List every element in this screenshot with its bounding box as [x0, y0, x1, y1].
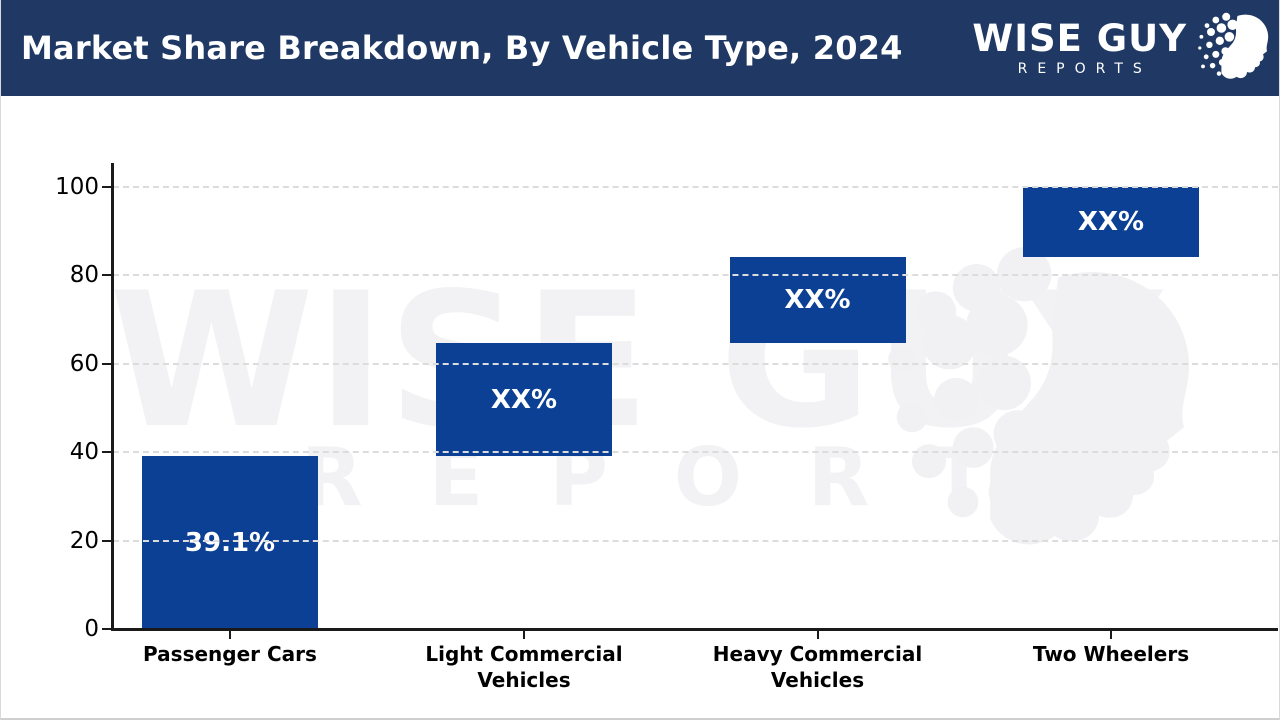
- y-tick-label: 80: [69, 262, 99, 289]
- y-tick: [102, 274, 111, 277]
- x-tick: [523, 631, 525, 639]
- y-tick-label: 20: [69, 527, 99, 554]
- page-title: Market Share Breakdown, By Vehicle Type,…: [21, 29, 903, 67]
- y-tick: [102, 186, 111, 188]
- x-category-label: Light Commercial Vehicles: [425, 642, 623, 693]
- bar-value-label: 39.1%: [184, 527, 276, 558]
- x-category-label: Heavy Commercial Vehicles: [712, 642, 923, 693]
- x-axis-spine: [111, 628, 1278, 631]
- x-category-label: Two Wheelers: [1032, 642, 1190, 666]
- y-tick-label: 0: [84, 616, 99, 642]
- logo-head-icon: [1198, 12, 1269, 79]
- y-axis-spine: [111, 163, 114, 631]
- bar-value-label: XX%: [1077, 207, 1145, 238]
- brand-logo: WISE GUY REPORTS: [972, 6, 1271, 90]
- bar-two-wheelers: XX%: [1023, 187, 1199, 258]
- y-tick-label: 60: [69, 350, 99, 377]
- x-tick: [816, 631, 819, 639]
- bar-value-label: XX%: [784, 285, 851, 316]
- y-tick: [102, 362, 111, 365]
- gridline: [113, 451, 1278, 454]
- bar-value-label: XX%: [490, 384, 558, 415]
- x-tick: [229, 631, 231, 639]
- header-bar: Market Share Breakdown, By Vehicle Type,…: [1, 0, 1279, 96]
- gridline: [113, 274, 1278, 277]
- gridline: [113, 362, 1278, 365]
- y-tick: [102, 451, 111, 454]
- y-tick: [102, 539, 111, 542]
- logo-wordmark: WISE GUY: [972, 16, 1187, 60]
- y-tick-label: 100: [55, 174, 99, 200]
- bar-heavy-commercial-vehicles: XX%: [729, 257, 906, 343]
- bar-passenger-cars: 39.1%: [142, 456, 318, 629]
- x-tick: [1110, 631, 1112, 639]
- gridline: [113, 186, 1278, 188]
- logo-subtext: REPORTS: [1017, 60, 1152, 77]
- bar-light-commercial-vehicles: XX%: [436, 343, 612, 457]
- y-tick: [102, 628, 111, 630]
- y-tick-label: 40: [69, 439, 99, 466]
- gridline: [113, 539, 1278, 542]
- x-category-label: Passenger Cars: [143, 642, 317, 666]
